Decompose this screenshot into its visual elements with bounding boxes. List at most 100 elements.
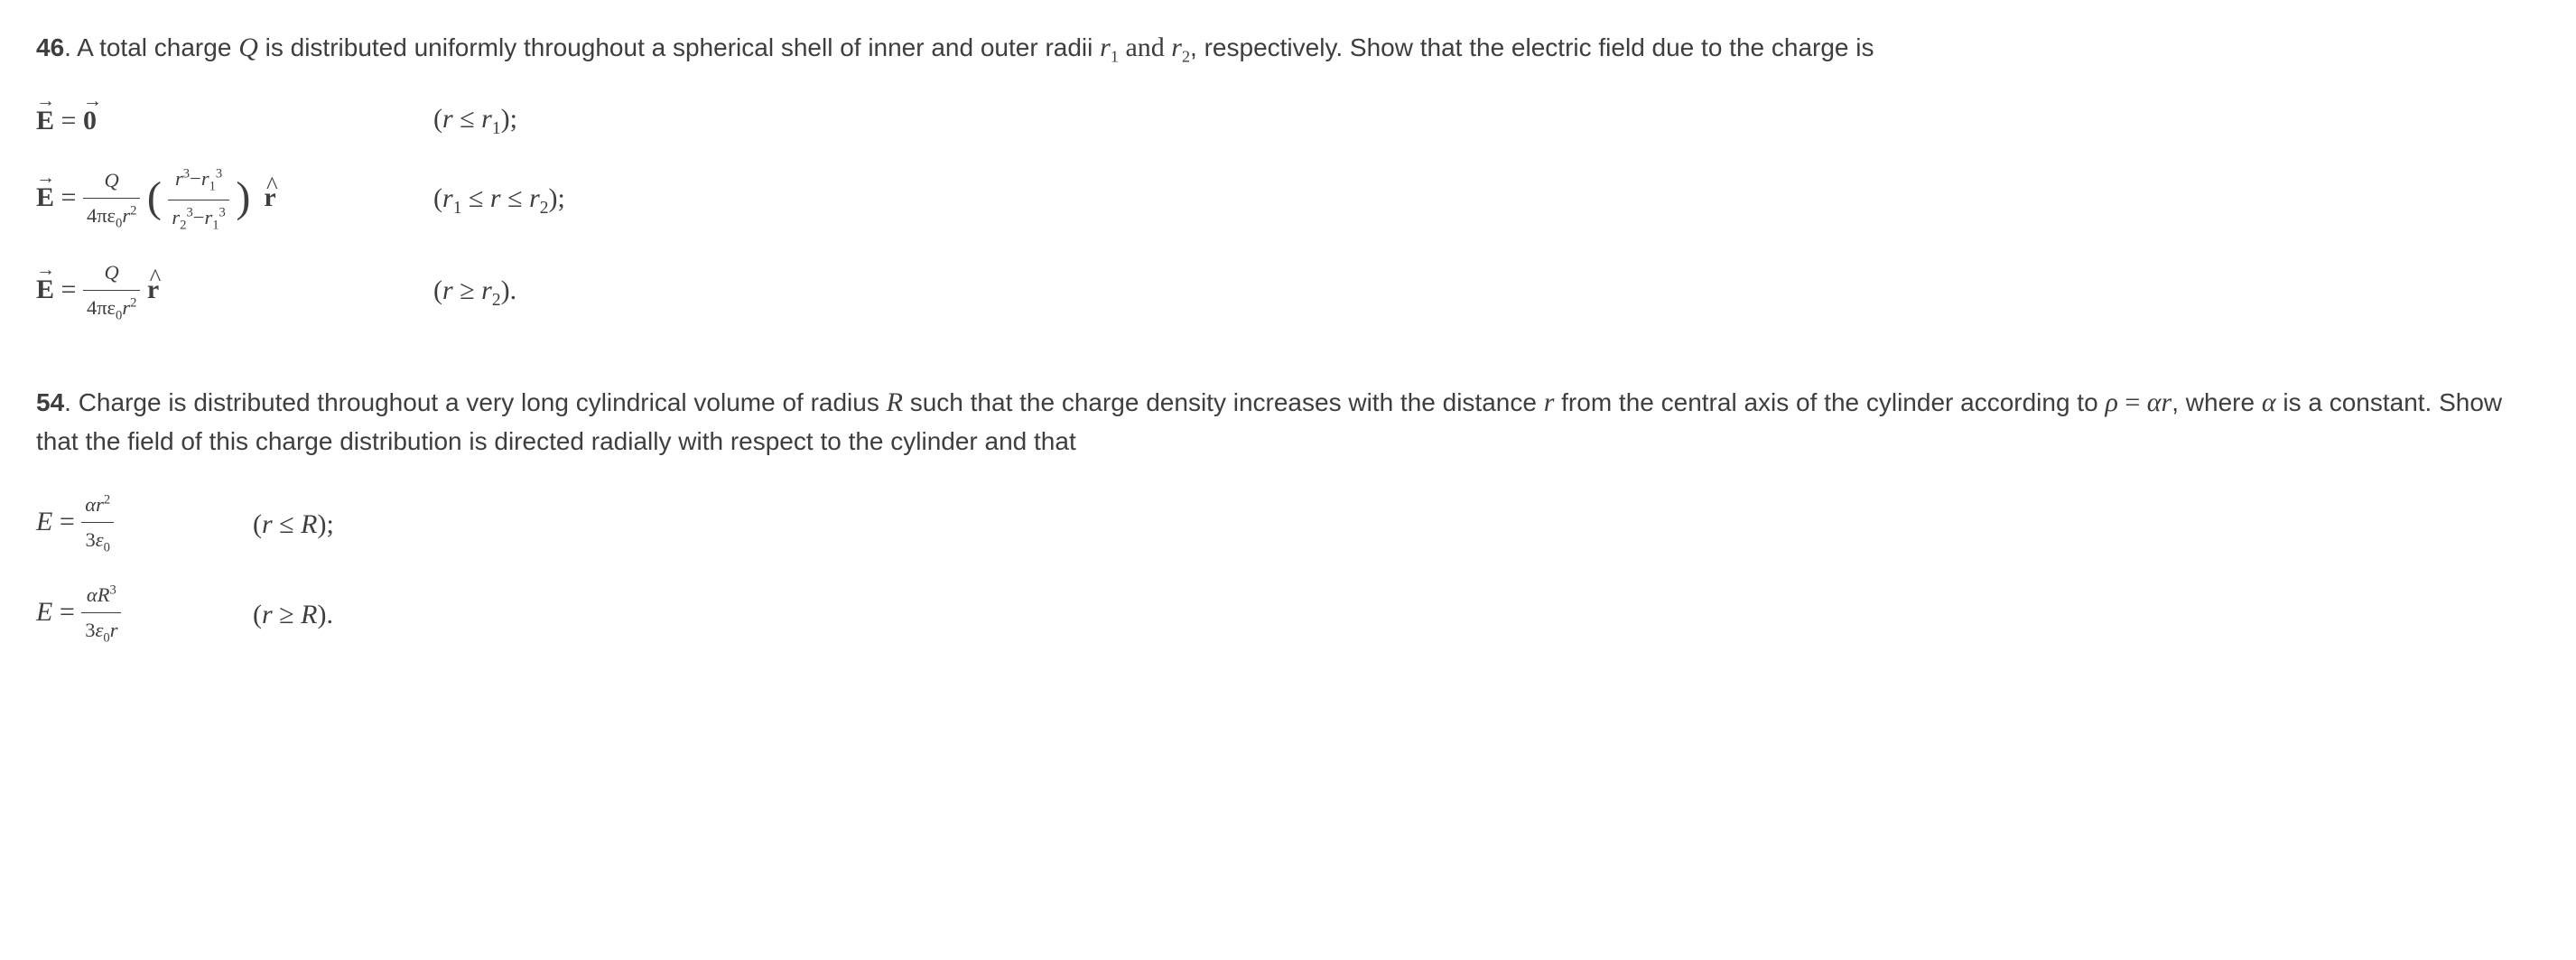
den-2: 2 [130,203,136,218]
equation-row-2: E = αR3 3ε0r (r ≥ R). [36,569,334,659]
equation-row-2: E = Q 4πε0r2 ( r3−r13 r23−r13 ) r (r1 ≤ … [36,153,565,247]
var-r: r [262,509,273,539]
equation-2-lhs: E = αR3 3ε0r [36,569,199,659]
var-r: r [262,600,273,629]
vector-zero: 0 [83,100,97,141]
num-r: r [96,493,104,516]
var-R: R [887,387,903,417]
sub: 1 [453,199,462,218]
vector-E: E [36,177,54,218]
num-r1: r [201,167,209,190]
den-r: r [122,296,130,319]
sub: 2 [492,291,501,310]
equals: = [2118,387,2147,417]
sub: 1 [492,119,501,138]
var-r2: r [1171,33,1182,62]
sub-1: 1 [1111,48,1119,66]
equals: = [52,597,81,627]
var-r2: r [529,183,540,213]
fraction: αr2 3ε0 [81,489,114,558]
big-paren-close: ) [236,173,250,221]
var-r1: r [1100,33,1111,62]
den-4pe: 4πε [87,296,116,319]
equation-row-1: E = αr2 3ε0 (r ≤ R); [36,479,334,569]
num-alpha: α [87,583,98,606]
num-alpha: α [85,493,96,516]
den-r2: r [172,206,180,228]
den-r1: r [204,206,212,228]
fraction: Q 4πε0r2 [83,257,140,326]
var-r: r [1544,387,1555,417]
le: ≤ [453,104,481,134]
equals: = [52,507,81,536]
equation-1-condition: (r ≤ R); [199,479,334,569]
var-r1: r [442,183,453,213]
den-r2-sup: 3 [186,205,192,219]
num-Q: Q [105,261,119,284]
problem-46-equations: E = 0 (r ≤ r1); E = Q 4πε0r2 ( r3−r13 r2… [36,88,565,337]
minus: − [190,167,201,190]
unit-vector-r: r [147,269,159,310]
num-2: 2 [104,493,110,508]
vector-E: E [36,100,54,141]
equation-1-lhs: E = αr2 3ε0 [36,479,199,569]
paren-open: ( [253,600,262,629]
den-3: 3 [85,619,95,641]
paren-open: ( [433,275,442,305]
var-R: R [301,600,317,629]
num-3: 3 [183,167,190,182]
num-r1-sup: 3 [216,167,222,182]
equals: = [54,182,83,212]
den-3: 3 [85,528,95,551]
paren-close: ); [317,509,333,539]
paren-close: ). [317,600,333,629]
equation-row-3: E = Q 4πε0r2 r (r ≥ r2). [36,247,565,337]
big-paren-open: ( [147,173,162,221]
den-0: 0 [103,631,109,646]
den-4pe: 4πε [87,204,116,227]
equation-row-1: E = 0 (r ≤ r1); [36,88,565,153]
le: ≤ [461,183,489,213]
paren-open: ( [253,509,262,539]
equation-2-condition: (r1 ≤ r ≤ r2); [397,153,565,247]
equation-3-lhs: E = Q 4πε0r2 r [36,247,397,337]
equation-3-condition: (r ≥ r2). [397,247,565,337]
num-3: 3 [109,583,116,598]
paren-close: ); [501,104,517,134]
equation-1-lhs: E = 0 [36,88,397,153]
var-r: r [490,183,501,213]
alpha: α [2262,387,2276,417]
problem-46: 46. A total charge Q is distributed unif… [36,27,2540,337]
le: ≤ [501,183,529,213]
ge: ≥ [453,275,481,305]
text: , where [2171,388,2262,416]
ge: ≥ [273,600,301,629]
sub: 2 [540,199,549,218]
num-r: r [175,167,183,190]
le: ≤ [273,509,301,539]
alpha: α [2147,387,2162,417]
fraction-1: Q 4πε0r2 [83,165,140,234]
num-R: R [98,583,110,606]
paren-close: ). [501,275,517,305]
equals: = [54,106,83,135]
paren-close: ); [549,183,565,213]
sub-2: 2 [1182,48,1190,66]
fraction: αR3 3ε0r [81,580,121,648]
var-r: r [2162,387,2172,417]
den-r2-sub: 2 [180,218,186,232]
text: . Charge is distributed throughout a ver… [64,388,886,416]
var-r2: r [481,275,492,305]
equation-1-condition: (r ≤ r1); [397,88,565,153]
var-E: E [36,507,52,536]
text: from the central axis of the cylinder ac… [1554,388,2105,416]
text: . A total charge [64,33,238,61]
num-Q: Q [105,169,119,191]
num-r1-sub: 1 [209,180,216,194]
den-r1-sup: 3 [219,205,226,219]
fraction-2: r3−r13 r23−r13 [168,163,228,236]
text: such that the charge density increases w… [903,388,1544,416]
problem-46-number: 46 [36,33,64,61]
equation-2-lhs: E = Q 4πε0r2 ( r3−r13 r23−r13 ) r [36,153,397,247]
paren-open: ( [433,104,442,134]
